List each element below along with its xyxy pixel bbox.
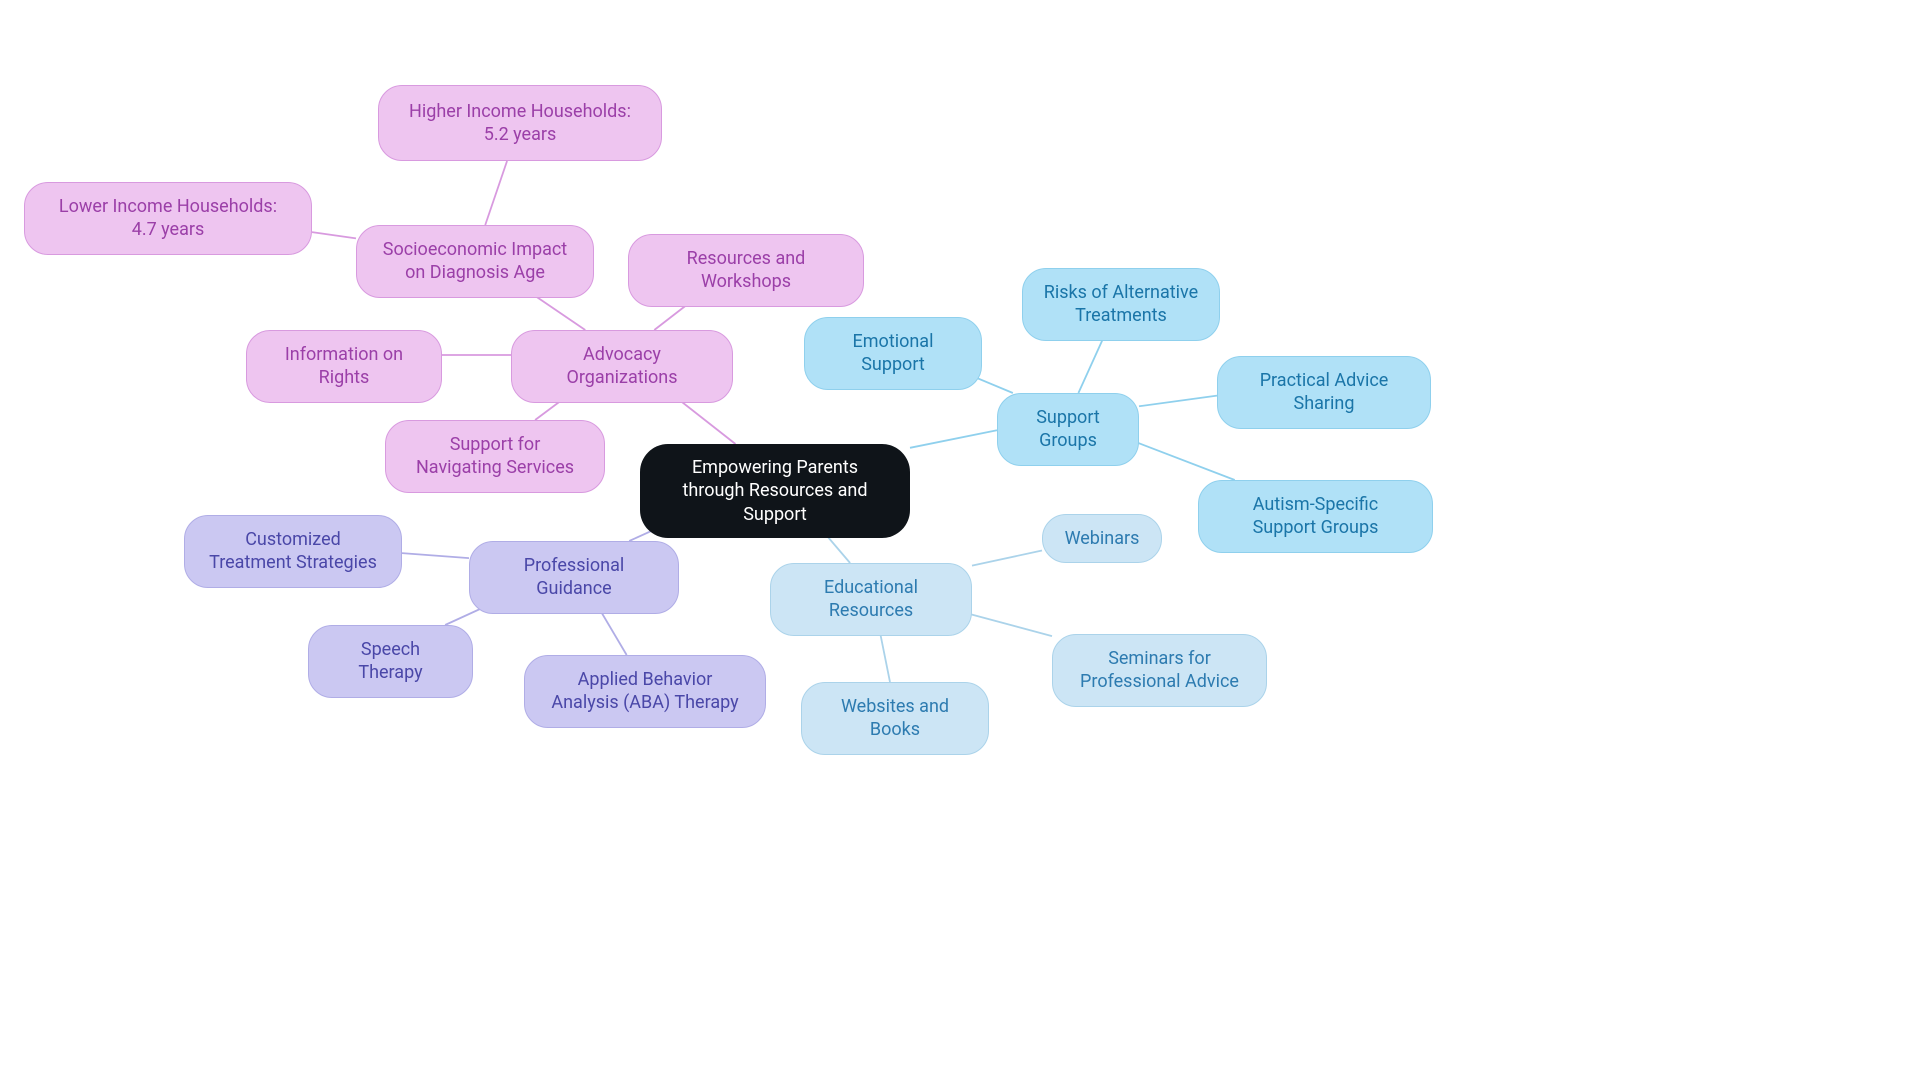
node-label: Websites and Books — [822, 695, 968, 742]
node-customized[interactable]: Customized Treatment Strategies — [184, 515, 402, 588]
edge — [1139, 396, 1217, 407]
node-label: Socioeconomic Impact on Diagnosis Age — [377, 238, 573, 285]
node-label: Professional Guidance — [490, 554, 658, 601]
center-node[interactable]: Empowering Parents through Resources and… — [640, 444, 910, 538]
node-socioeconomic[interactable]: Socioeconomic Impact on Diagnosis Age — [356, 225, 594, 298]
edge — [962, 612, 1052, 636]
node-label: Speech Therapy — [329, 638, 452, 685]
node-label: Advocacy Organizations — [532, 343, 712, 390]
node-label: Higher Income Households: 5.2 years — [399, 100, 641, 147]
edge — [1128, 439, 1235, 480]
node-info-rights[interactable]: Information on Rights — [246, 330, 442, 403]
node-higher-income[interactable]: Higher Income Households: 5.2 years — [378, 85, 662, 161]
node-educational[interactable]: Educational Resources — [770, 563, 972, 636]
node-label: Risks of Alternative Treatments — [1043, 281, 1199, 328]
node-speech-therapy[interactable]: Speech Therapy — [308, 625, 473, 698]
edge — [972, 550, 1042, 565]
node-label: Support Groups — [1018, 406, 1118, 453]
node-advocacy[interactable]: Advocacy Organizations — [511, 330, 733, 403]
node-label: Emotional Support — [825, 330, 961, 377]
node-label: Seminars for Professional Advice — [1073, 647, 1246, 694]
node-support-groups[interactable]: Support Groups — [997, 393, 1139, 466]
node-label: Customized Treatment Strategies — [205, 528, 381, 575]
node-support-navigating[interactable]: Support for Navigating Services — [385, 420, 605, 493]
center-label: Empowering Parents through Resources and… — [660, 456, 890, 526]
node-emotional-support[interactable]: Emotional Support — [804, 317, 982, 390]
node-label: Practical Advice Sharing — [1238, 369, 1410, 416]
node-aba-therapy[interactable]: Applied Behavior Analysis (ABA) Therapy — [524, 655, 766, 728]
edge — [402, 553, 469, 558]
node-professional[interactable]: Professional Guidance — [469, 541, 679, 614]
node-websites-books[interactable]: Websites and Books — [801, 682, 989, 755]
edge — [910, 430, 997, 448]
node-label: Educational Resources — [791, 576, 951, 623]
node-label: Resources and Workshops — [649, 247, 843, 294]
node-label: Lower Income Households: 4.7 years — [45, 195, 291, 242]
node-label: Webinars — [1065, 527, 1140, 550]
node-label: Information on Rights — [267, 343, 421, 390]
node-risks-alt[interactable]: Risks of Alternative Treatments — [1022, 268, 1220, 341]
node-label: Support for Navigating Services — [406, 433, 584, 480]
node-resources-workshops[interactable]: Resources and Workshops — [628, 234, 864, 307]
node-practical-advice[interactable]: Practical Advice Sharing — [1217, 356, 1431, 429]
node-seminars[interactable]: Seminars for Professional Advice — [1052, 634, 1267, 707]
node-webinars[interactable]: Webinars — [1042, 514, 1162, 563]
edge — [312, 232, 356, 238]
node-label: Applied Behavior Analysis (ABA) Therapy — [545, 668, 745, 715]
edge — [485, 161, 507, 225]
node-autism-support[interactable]: Autism-Specific Support Groups — [1198, 480, 1433, 553]
node-lower-income[interactable]: Lower Income Households: 4.7 years — [24, 182, 312, 255]
node-label: Autism-Specific Support Groups — [1219, 493, 1412, 540]
